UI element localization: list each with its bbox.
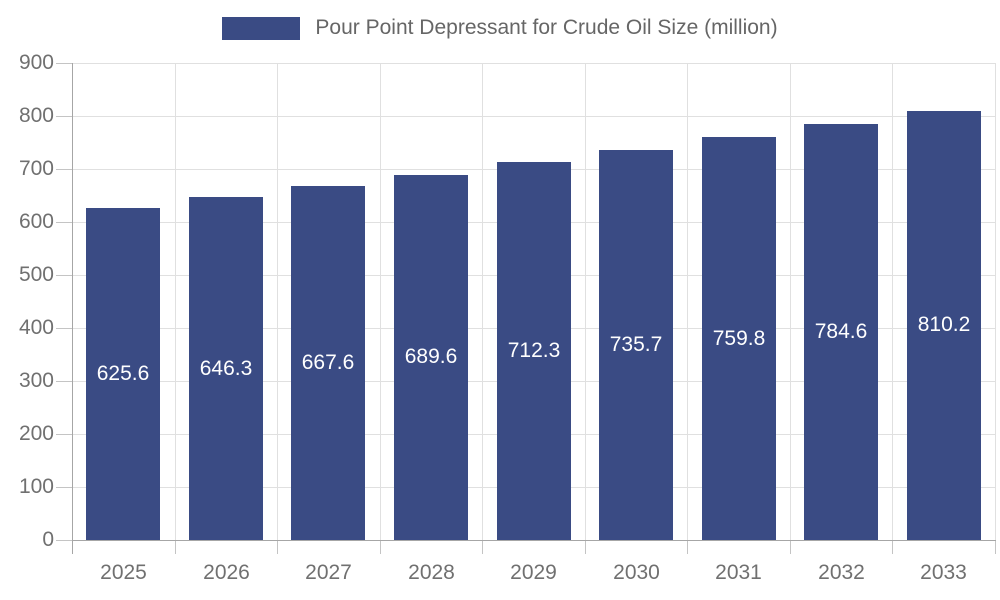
x-tick-label: 2025 bbox=[100, 561, 147, 584]
y-axis-tick bbox=[56, 169, 72, 170]
legend-swatch bbox=[222, 16, 301, 40]
y-tick-label: 400 bbox=[18, 316, 54, 339]
bar-value-label: 646.3 bbox=[199, 357, 253, 380]
x-grid-line bbox=[995, 63, 996, 540]
y-axis-tick bbox=[56, 487, 72, 488]
bar bbox=[599, 150, 673, 540]
x-axis-tick bbox=[380, 540, 381, 554]
y-grid-line bbox=[72, 116, 995, 117]
x-tick-label: 2030 bbox=[613, 561, 660, 584]
bar-value-label: 667.6 bbox=[301, 351, 355, 374]
x-axis-tick bbox=[482, 540, 483, 554]
bar bbox=[702, 137, 776, 540]
bar-value-label: 689.6 bbox=[404, 345, 458, 368]
x-grid-line bbox=[585, 63, 586, 540]
bar-value-label: 625.6 bbox=[96, 362, 150, 385]
x-axis-tick bbox=[790, 540, 791, 554]
bar bbox=[86, 208, 160, 540]
bar-value-label: 784.6 bbox=[814, 320, 868, 343]
y-axis-tick bbox=[56, 63, 72, 64]
bar-value-label: 735.7 bbox=[609, 333, 663, 356]
y-axis-tick bbox=[56, 381, 72, 382]
x-axis-line bbox=[72, 540, 996, 541]
y-axis-line bbox=[72, 63, 73, 554]
y-tick-label: 600 bbox=[18, 210, 54, 233]
bar-value-label: 810.2 bbox=[917, 313, 971, 336]
y-tick-label: 100 bbox=[18, 475, 54, 498]
y-tick-label: 0 bbox=[42, 528, 54, 551]
x-axis-tick bbox=[995, 540, 996, 554]
x-grid-line bbox=[175, 63, 176, 540]
y-tick-label: 800 bbox=[18, 104, 54, 127]
x-grid-line bbox=[687, 63, 688, 540]
y-grid-line bbox=[72, 63, 995, 64]
x-tick-label: 2027 bbox=[305, 561, 352, 584]
y-tick-label: 700 bbox=[18, 157, 54, 180]
y-tick-label: 300 bbox=[18, 369, 54, 392]
x-tick-label: 2033 bbox=[920, 561, 967, 584]
y-axis-tick bbox=[56, 540, 72, 541]
bar bbox=[804, 124, 878, 540]
x-axis-tick bbox=[892, 540, 893, 554]
x-axis-tick bbox=[585, 540, 586, 554]
x-grid-line bbox=[892, 63, 893, 540]
y-axis-tick bbox=[56, 328, 72, 329]
bar bbox=[189, 197, 263, 540]
x-tick-label: 2032 bbox=[818, 561, 865, 584]
y-tick-label: 500 bbox=[18, 263, 54, 286]
x-grid-line bbox=[277, 63, 278, 540]
x-tick-label: 2028 bbox=[408, 561, 455, 584]
x-grid-line bbox=[790, 63, 791, 540]
bar-value-label: 759.8 bbox=[712, 327, 766, 350]
bar bbox=[907, 111, 981, 540]
x-axis-tick bbox=[687, 540, 688, 554]
y-tick-label: 900 bbox=[18, 51, 54, 74]
x-axis-tick bbox=[277, 540, 278, 554]
x-tick-label: 2026 bbox=[203, 561, 250, 584]
x-grid-line bbox=[482, 63, 483, 540]
bar bbox=[394, 175, 468, 540]
x-tick-label: 2029 bbox=[510, 561, 557, 584]
y-axis-tick bbox=[56, 222, 72, 223]
x-tick-label: 2031 bbox=[715, 561, 762, 584]
legend-label: Pour Point Depressant for Crude Oil Size… bbox=[315, 16, 778, 39]
bar bbox=[497, 162, 571, 540]
y-axis-tick bbox=[56, 116, 72, 117]
y-tick-label: 200 bbox=[18, 422, 54, 445]
x-axis-tick bbox=[175, 540, 176, 554]
y-axis-tick bbox=[56, 434, 72, 435]
y-axis-tick bbox=[56, 275, 72, 276]
bar-value-label: 712.3 bbox=[507, 339, 561, 362]
x-grid-line bbox=[380, 63, 381, 540]
bar bbox=[291, 186, 365, 540]
legend[interactable]: Pour Point Depressant for Crude Oil Size… bbox=[0, 14, 1000, 42]
